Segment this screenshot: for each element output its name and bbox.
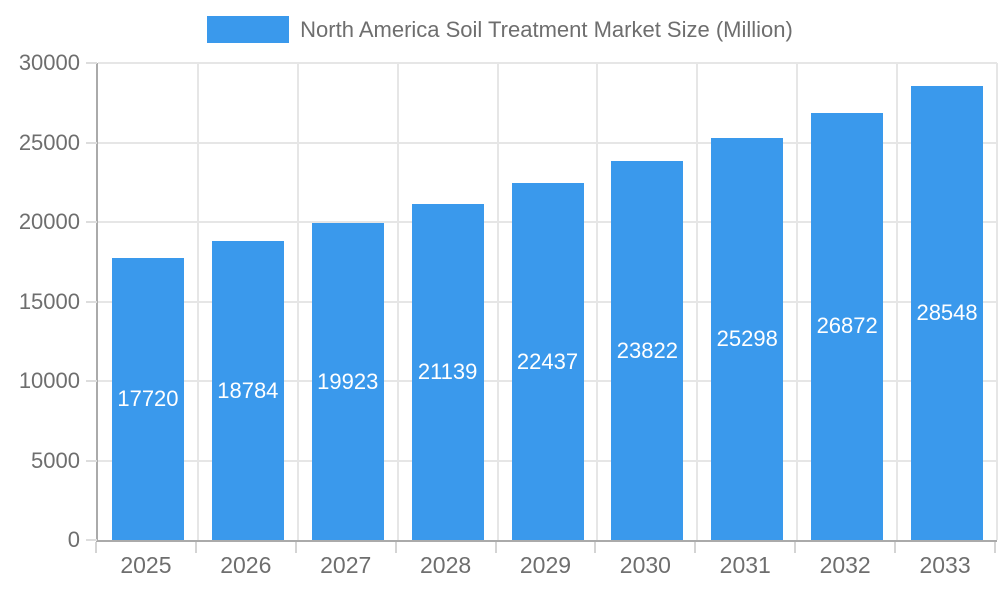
x-tick-label: 2032 bbox=[819, 552, 871, 578]
v-gridline bbox=[796, 63, 799, 540]
y-tick-label: 20000 bbox=[18, 209, 80, 234]
x-tick-label: 2026 bbox=[220, 552, 272, 578]
bar: 28548 bbox=[911, 86, 984, 540]
x-tick-mark bbox=[994, 542, 996, 553]
legend-label: North America Soil Treatment Market Size… bbox=[300, 16, 793, 42]
y-tick-mark bbox=[86, 300, 97, 303]
bar: 25298 bbox=[711, 137, 784, 540]
y-tick-label: 0 bbox=[67, 527, 80, 552]
x-tick-mark bbox=[194, 542, 197, 553]
v-gridline bbox=[596, 63, 599, 540]
bar-value-label: 22437 bbox=[516, 348, 579, 374]
h-gridline bbox=[98, 141, 997, 144]
x-tick-label: 2033 bbox=[919, 552, 971, 578]
bar-value-label: 19923 bbox=[317, 368, 379, 394]
bar: 21139 bbox=[411, 203, 484, 540]
v-gridline bbox=[396, 63, 399, 540]
v-gridline bbox=[696, 63, 699, 540]
bar: 18784 bbox=[211, 241, 284, 540]
y-tick-label: 25000 bbox=[18, 129, 80, 155]
x-tick-mark bbox=[494, 542, 497, 553]
x-tick-mark bbox=[794, 542, 797, 553]
bar-value-label: 18784 bbox=[217, 377, 279, 403]
y-tick-label: 15000 bbox=[18, 288, 80, 314]
x-tick-label: 2028 bbox=[420, 552, 472, 578]
v-gridline bbox=[496, 63, 499, 540]
bar-value-label: 17720 bbox=[117, 386, 179, 412]
x-tick-mark bbox=[694, 542, 697, 553]
y-tick-mark bbox=[86, 221, 97, 223]
y-tick-mark bbox=[86, 380, 97, 382]
y-tick-mark bbox=[86, 141, 97, 144]
v-gridline bbox=[896, 63, 899, 540]
x-tick-label: 2025 bbox=[120, 552, 172, 578]
bar: 23822 bbox=[611, 161, 684, 540]
x-tick-mark bbox=[95, 542, 97, 553]
bar-value-label: 26872 bbox=[816, 313, 878, 339]
y-tick-label: 30000 bbox=[18, 50, 80, 75]
x-tick-mark bbox=[894, 542, 897, 553]
bar-value-label: 25298 bbox=[716, 325, 778, 351]
legend-item[interactable]: North America Soil Treatment Market Size… bbox=[207, 16, 793, 43]
bar-value-label: 21139 bbox=[417, 358, 478, 384]
legend: North America Soil Treatment Market Size… bbox=[0, 16, 1000, 43]
x-tick-mark bbox=[394, 542, 397, 553]
v-gridline bbox=[996, 63, 998, 540]
y-tick-mark bbox=[86, 62, 97, 64]
plot-area: 17720 18784 19923 21139 22437 23822 25298 26872… bbox=[96, 62, 998, 542]
y-tick-mark bbox=[86, 539, 97, 541]
y-tick-label: 10000 bbox=[18, 368, 80, 393]
y-tick-mark bbox=[86, 459, 97, 462]
x-tick-mark bbox=[594, 542, 597, 553]
v-gridline bbox=[196, 63, 199, 540]
h-gridline bbox=[98, 62, 997, 64]
x-tick-label: 2030 bbox=[619, 552, 671, 578]
legend-swatch-icon bbox=[207, 16, 290, 43]
bar: 19923 bbox=[311, 223, 384, 540]
x-tick-label: 2029 bbox=[519, 552, 572, 578]
bar-value-label: 28548 bbox=[916, 300, 978, 326]
bar: 26872 bbox=[811, 112, 884, 540]
x-tick-label: 2031 bbox=[719, 552, 771, 578]
bar: 22437 bbox=[511, 183, 584, 540]
v-gridline bbox=[296, 63, 299, 540]
bar-value-label: 23822 bbox=[616, 337, 678, 363]
x-tick-mark bbox=[294, 542, 297, 553]
bar: 17720 bbox=[111, 258, 184, 540]
y-tick-label: 5000 bbox=[31, 447, 80, 473]
x-tick-label: 2027 bbox=[320, 552, 372, 578]
